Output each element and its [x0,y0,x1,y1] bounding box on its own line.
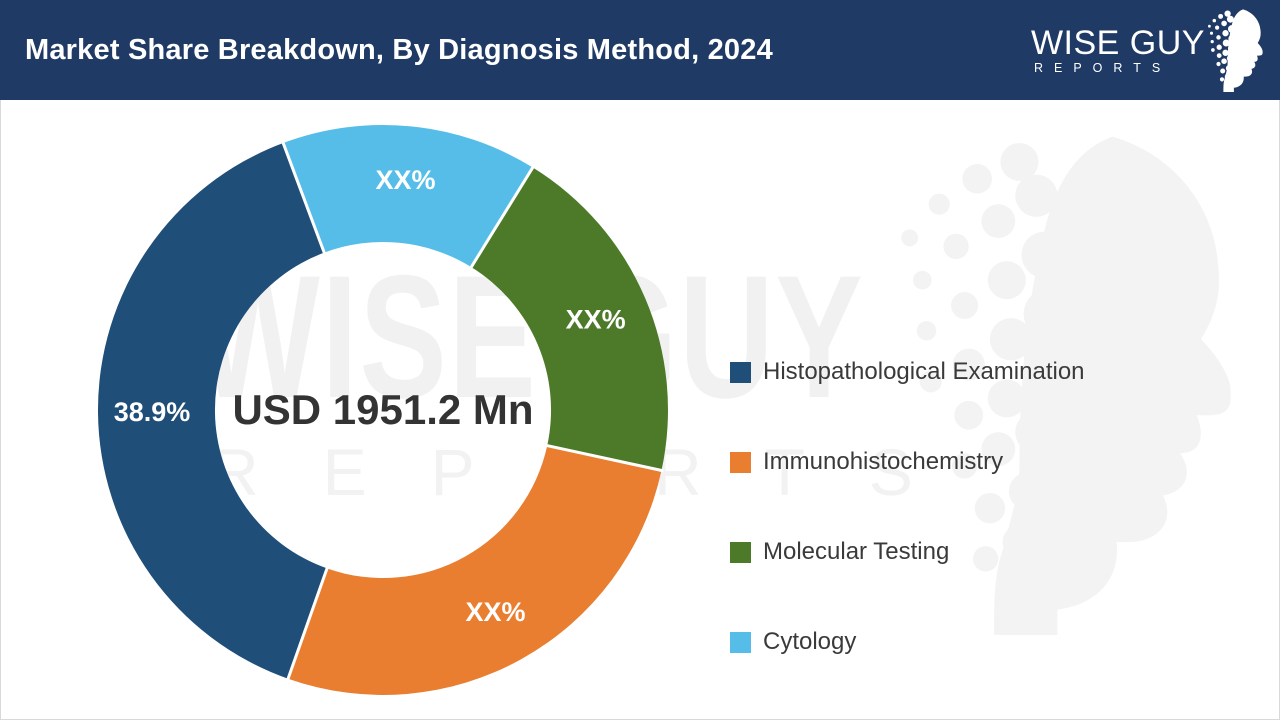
legend: Histopathological Examination Immunohisto… [730,358,1085,656]
chart-area: WISE GUY REPORTS 38.9%XX%XX%XX% USD 1951… [0,100,1280,720]
wise-guy-logo: WISE GUY REPORTS [1031,8,1264,92]
segment-value-label-molecular-testing: XX% [566,305,626,335]
segment-divider [281,140,327,256]
legend-item-immunohistochemistry: Immunohistochemistry [730,448,1085,476]
donut-center-label: USD 1951.2 Mn [232,386,533,433]
segment-divider [285,566,330,682]
donut-segment-immunohistochemistry [288,445,662,695]
donut-chart: 38.9% XX% XX% XX% USD 1951.2 Mn [97,124,669,695]
page-title: Market Share Breakdown, By Diagnosis Met… [25,33,773,66]
legend-swatch-immunohistochemistry [730,451,751,473]
legend-swatch-molecular-testing [730,541,751,563]
segment-divider [468,165,536,270]
logo-subtitle: REPORTS [1033,60,1172,75]
legend-swatch-cytology [730,631,751,653]
segment-value-label-immunohistochemistry: XX% [465,597,525,627]
legend-item-histopathological-examination: Histopathological Examination [730,358,1085,386]
segment-value-label-cytology: XX% [375,165,435,195]
donut-segment-histopathological-examination [97,143,327,679]
header: Market Share Breakdown, By Diagnosis Met… [0,0,1280,100]
logo-name: WISE GUY [1030,23,1205,62]
legend-item-cytology: Cytology [730,628,1085,656]
donut-segment-cytology [283,124,533,268]
legend-swatch-histopathological-examination [730,361,751,383]
wise-guy-face-icon [1208,9,1263,92]
legend-label-immunohistochemistry: Immunohistochemistry [763,448,1004,475]
legend-item-molecular-testing: Molecular Testing [730,538,1085,566]
legend-label-histopathological-examination: Histopathological Examination [763,358,1085,385]
legend-label-molecular-testing: Molecular Testing [763,538,950,565]
donut-segment-molecular-testing [471,167,669,471]
legend-label-cytology: Cytology [763,628,857,655]
segment-value-label-histopathological-examination: 38.9% [114,397,191,427]
segment-divider [544,443,664,473]
